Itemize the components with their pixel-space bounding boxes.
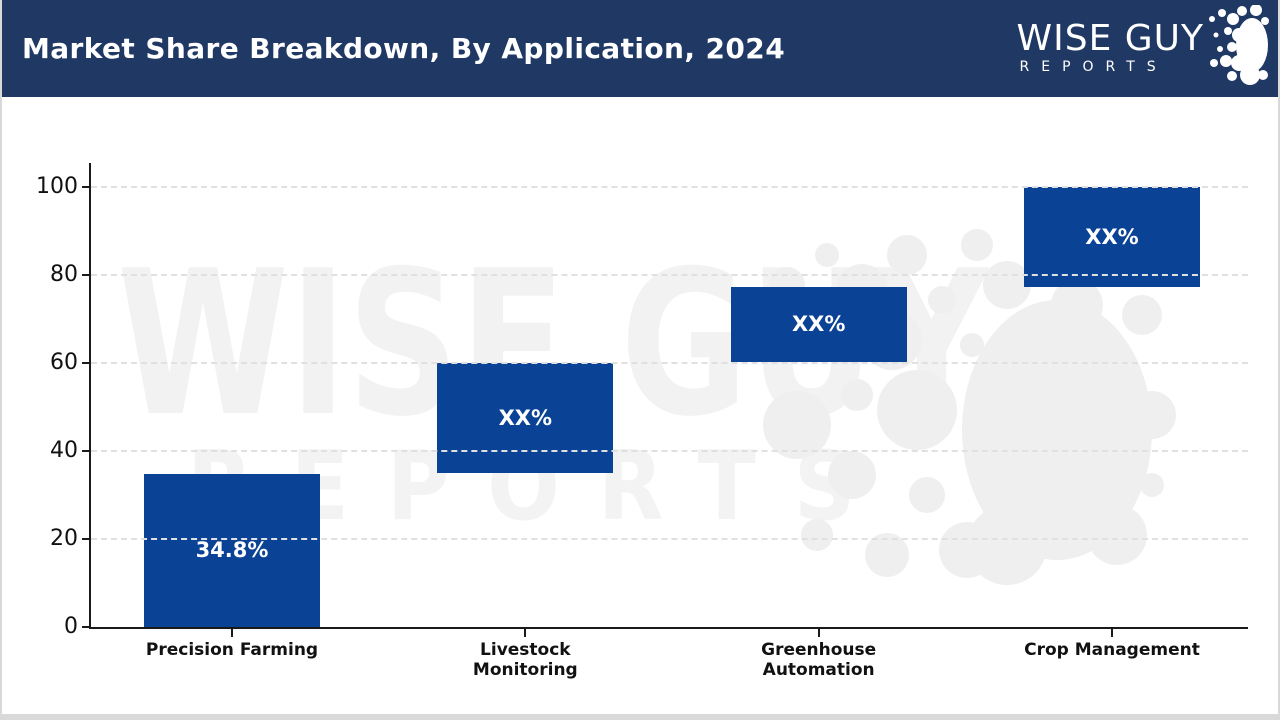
chart-title: Market Share Breakdown, By Application, … — [22, 32, 786, 65]
logo-reports-label: REPORTS — [1019, 59, 1168, 76]
x-axis-label: Precision Farming — [145, 640, 319, 660]
y-tick-mark — [82, 362, 89, 364]
gridline — [91, 274, 1248, 276]
logo-text: WISE GUY REPORTS — [1017, 19, 1205, 76]
bar-value-label: XX% — [498, 406, 553, 430]
y-tick-mark — [82, 274, 89, 276]
gridline — [91, 186, 1248, 188]
x-tick-mark — [524, 629, 527, 637]
y-tick-mark — [82, 186, 89, 188]
y-tick-label: 20 — [50, 526, 78, 551]
x-axis-label: Livestock Monitoring — [472, 640, 578, 681]
bar-greenhouse-automation: XX% — [730, 286, 907, 363]
y-tick-label: 40 — [50, 438, 78, 463]
x-axis-line — [89, 627, 1248, 629]
y-tick-mark — [82, 538, 89, 540]
y-tick-label: 0 — [64, 614, 78, 639]
logo-face-icon — [1209, 5, 1269, 85]
header-bar: Market Share Breakdown, By Application, … — [2, 0, 1278, 97]
y-tick-mark — [82, 626, 89, 628]
x-axis-label: Crop Management — [1024, 640, 1200, 660]
x-axis-label: Greenhouse Automation — [761, 640, 877, 681]
gridline — [91, 538, 1248, 540]
footer-strip — [2, 714, 1278, 720]
gridline — [91, 362, 1248, 364]
logo-wise-guy-label: WISE GUY — [1016, 17, 1204, 59]
bar-value-label: XX% — [1085, 224, 1139, 249]
y-tick-label: 80 — [50, 262, 78, 287]
bar-precision-farming: 34.8% — [144, 473, 320, 627]
x-tick-mark — [231, 629, 233, 637]
bar-crop-management: XX% — [1023, 187, 1200, 287]
y-axis-line — [89, 163, 91, 629]
bar-value-label: 34.8% — [195, 538, 269, 563]
bar-livestock-monitoring: XX% — [437, 363, 614, 473]
gridline — [91, 450, 1248, 452]
wise-guy-reports-logo: WISE GUY REPORTS — [1017, 5, 1273, 89]
bar-value-label: XX% — [791, 312, 846, 337]
y-tick-label: 60 — [50, 350, 78, 375]
y-tick-label: 100 — [36, 174, 78, 199]
x-tick-mark — [1110, 629, 1113, 637]
x-tick-mark — [817, 629, 820, 637]
y-tick-mark — [82, 450, 89, 452]
